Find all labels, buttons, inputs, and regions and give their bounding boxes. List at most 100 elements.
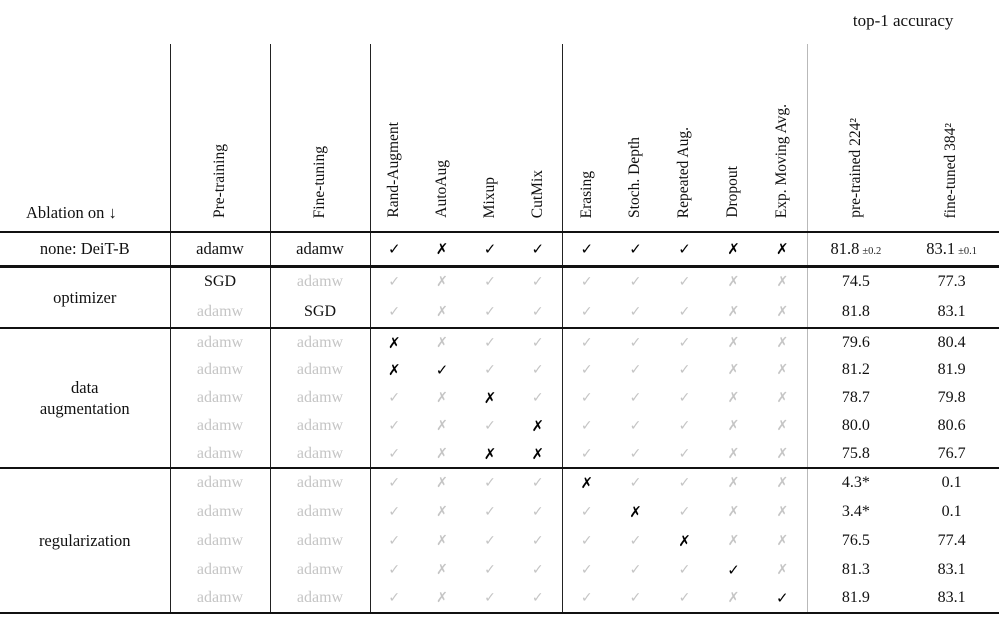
check-icon: ✓ [678,304,691,320]
ablation-table: top-1 accuracy Ablation on ↓ Pre-trainin… [0,0,1000,614]
cross-icon: ✗ [436,390,448,406]
col-header-fine-tuning-label: Fine-tuning [310,145,328,218]
pretraining-value: adamw [169,497,270,526]
check-icon: ✓ [561,264,611,297]
check-icon: ✓ [611,467,660,497]
check-icon: ✓ [678,390,691,406]
cross-icon: ✗ [727,418,740,434]
pretraining-value: adamw [169,297,270,328]
check-icon: ✓ [369,297,418,328]
col-header-rand-augment: Rand-Augment [369,44,418,233]
check-icon: ✓ [678,362,691,378]
check-icon: ✓ [369,526,418,555]
accuracy-pretrained-value: 81.8 ±0.2 [806,232,905,266]
cross-icon: ✗ [776,418,789,434]
check-icon: ✓ [561,412,611,440]
check-icon: ✓ [531,390,544,406]
accuracy-finetuned-value: 80.6 [937,417,966,434]
col-header-pretrained-224-label: pre-trained 224² [846,118,864,218]
cross-icon: ✗ [531,444,545,463]
col-header-exp-moving-avg: Exp. Moving Avg. [758,44,808,233]
group-label: data augmentation [0,327,170,468]
pretraining-value: adamw [169,356,270,384]
table-row: adamw SGD ✓ ✗ ✓ ✓ ✓ ✓ ✓ ✗ ✗ 81.8 83.1 [0,297,999,328]
accuracy-finetuned-value: 81.9 [937,361,966,378]
col-header-autoaug: AutoAug [418,44,466,233]
cross-icon: ✗ [436,304,448,320]
check-icon: ✓ [611,327,660,356]
cross-icon: ✗ [727,445,740,462]
pretraining-value: adamw [169,526,270,555]
check-icon: ✓ [484,362,496,378]
accuracy-finetuned-value: 83.1 [937,560,966,578]
header-spacer [0,0,807,44]
accuracy-finetuned-value: 0.1 [904,467,1000,497]
table-row: adamw adamw ✓ ✗ ✓ ✓ ✓ ✓ ✗ ✗ ✗ 76.5 77.4 [0,526,999,555]
check-icon: ✓ [484,561,496,578]
check-icon: ✓ [531,590,544,606]
col-header-autoaug-label: AutoAug [432,160,450,218]
cross-icon: ✗ [483,389,497,407]
check-icon: ✓ [484,590,496,606]
check-icon: ✓ [484,532,496,549]
cross-icon: ✗ [709,467,758,497]
finetuning-value: adamw [269,232,370,266]
top-header-row: top-1 accuracy [0,0,999,44]
accuracy-pretrained-value: 79.6 [806,327,905,356]
accuracy-finetuned-value: 83.1 ±0.1 [926,238,977,258]
cross-icon: ✗ [418,467,466,497]
pretraining-value: adamw [169,384,270,412]
table-row: none: DeiT-B adamw adamw ✓ ✗ ✓ ✓ ✓ ✓ ✓ ✗ ✗ 81.8 ±0.2 8… [0,232,999,266]
check-icon: ✓ [483,239,497,258]
check-icon: ✓ [531,362,544,378]
table-row: adamw adamw ✗ ✓ ✓ ✓ ✓ ✓ ✓ ✗ ✗ 81.2 81.9 [0,356,999,384]
cross-icon: ✗ [776,362,789,378]
col-header-erasing: Erasing [561,44,611,233]
accuracy-finetuned-value: 80.4 [904,327,1000,356]
finetuning-value: adamw [269,555,370,584]
col-header-dropout-label: Dropout [724,166,742,218]
check-icon: ✓ [484,418,496,434]
check-icon: ✓ [561,297,611,328]
check-icon: ✓ [561,497,611,526]
col-header-dropout: Dropout [709,44,758,233]
finetuning-value: adamw [269,384,370,412]
check-icon: ✓ [369,440,418,468]
accuracy-pretrained-value: 76.5 [806,526,905,555]
cross-icon: ✗ [436,561,448,578]
cross-icon: ✗ [436,532,448,549]
cross-icon: ✗ [531,417,545,435]
accuracy-finetuned-value: 76.7 [937,444,966,462]
check-icon: ✓ [561,356,611,384]
check-icon: ✓ [369,264,418,297]
check-icon: ✓ [660,327,709,356]
finetuning-value: adamw [269,440,370,468]
cross-icon: ✗ [776,390,789,406]
col-header-pre-training-label: Pre-training [210,143,228,218]
cross-icon: ✗ [727,304,740,320]
check-icon: ✓ [531,239,545,258]
cross-icon: ✗ [776,532,789,549]
check-icon: ✓ [466,467,514,497]
accuracy-finetuned-value: 83.1 [937,589,966,606]
check-icon: ✓ [660,264,709,297]
column-header-row: Ablation on ↓ Pre-training Fine-tuning R… [0,44,1000,233]
pretraining-value: adamw [169,555,270,584]
finetuning-value: adamw [269,584,370,613]
accuracy-pretrained-value: 81.2 [806,356,905,384]
cross-icon: ✗ [727,590,740,606]
check-icon: ✓ [561,555,611,584]
table-row: adamw adamw ✓ ✗ ✗ ✗ ✓ ✓ ✓ ✗ ✗ 75.8 76.7 [0,440,999,468]
cross-icon: ✗ [727,239,740,258]
ablation-corner-label: Ablation on ↓ [0,44,170,233]
check-icon: ✓ [776,589,789,607]
group-label: none: DeiT-B [39,239,130,259]
check-icon: ✓ [629,418,642,434]
col-header-exp-moving-avg-label: Exp. Moving Avg. [773,103,791,218]
top1-accuracy-label: top-1 accuracy [852,10,954,30]
cross-icon: ✗ [758,467,808,497]
check-icon: ✓ [531,532,544,549]
cross-icon: ✗ [776,239,789,258]
check-icon: ✓ [369,412,418,440]
